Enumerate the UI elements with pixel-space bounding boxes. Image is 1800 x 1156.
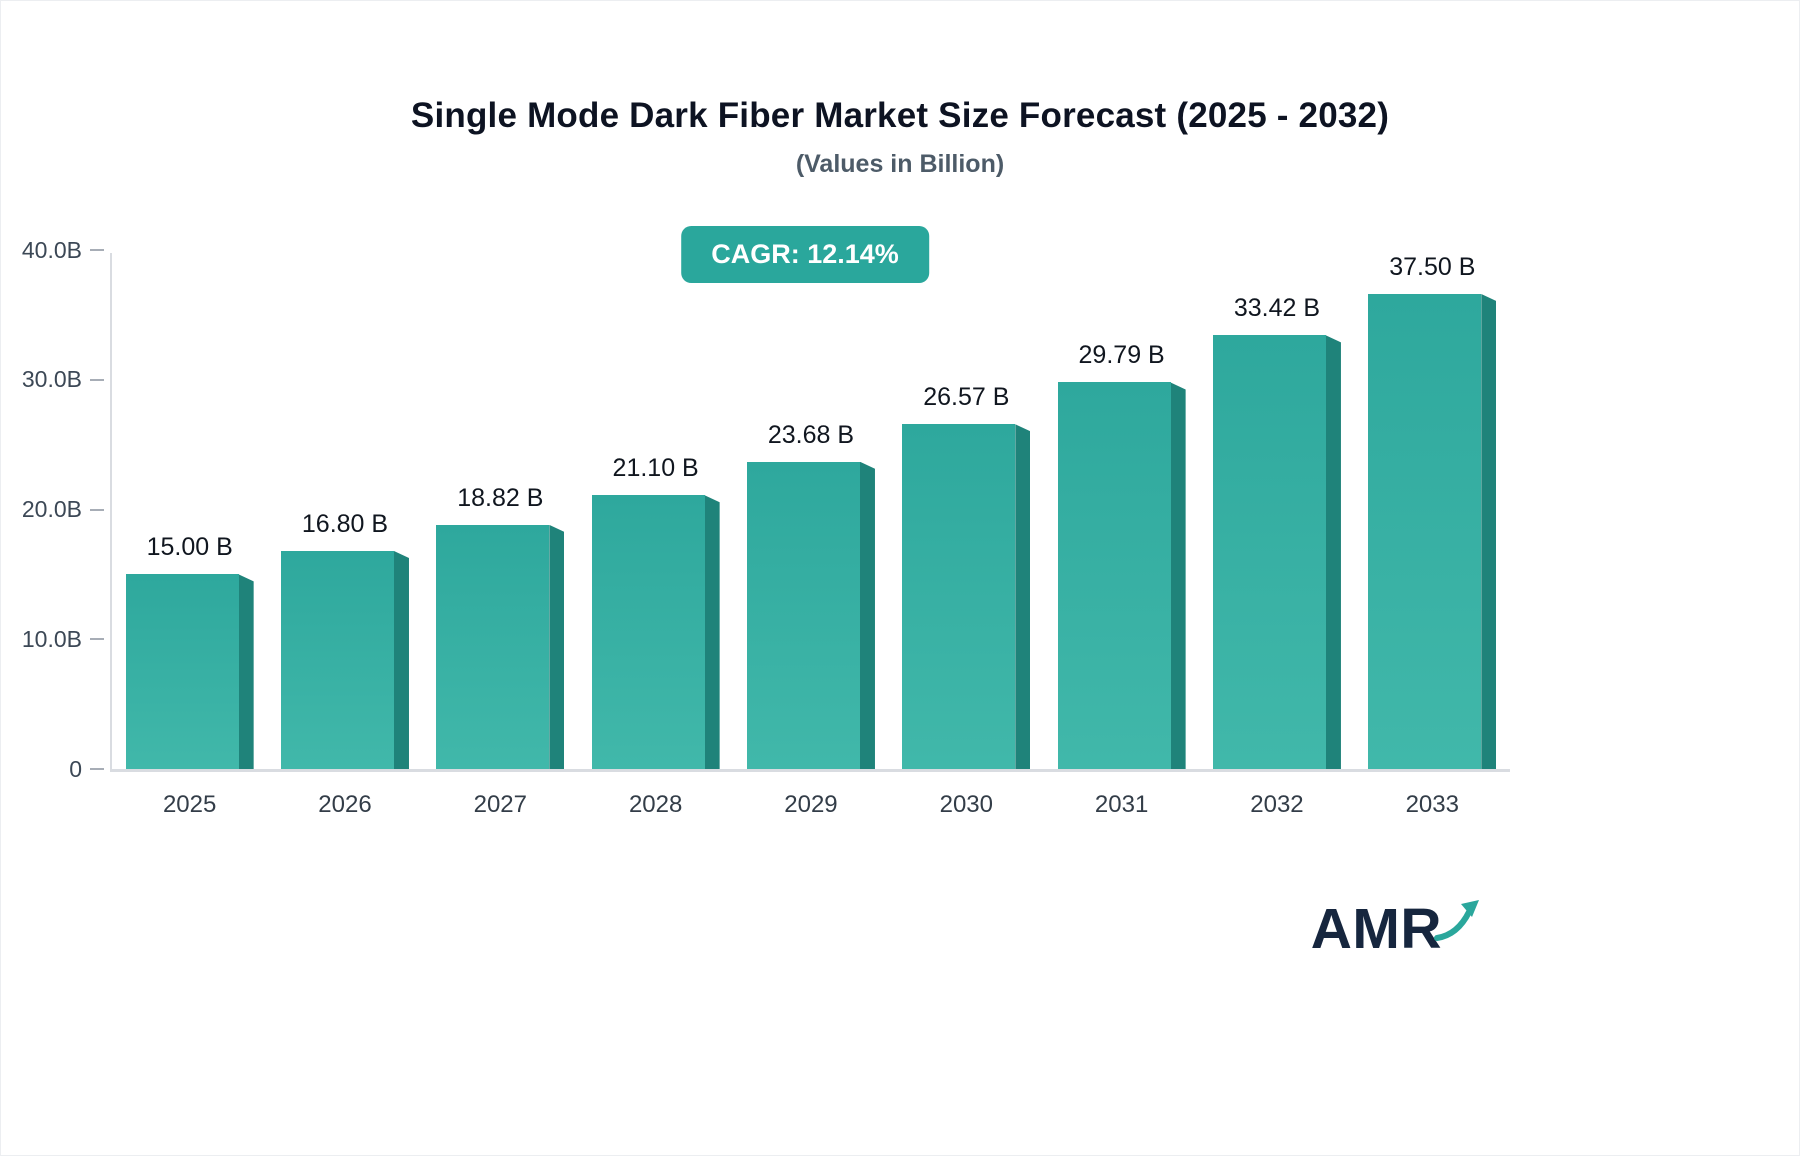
- bar-side-shade: [1481, 294, 1497, 769]
- bar-side-shade: [704, 495, 720, 769]
- bar: [436, 524, 565, 769]
- x-tick-label: 2026: [318, 791, 372, 818]
- y-tick-label: 0: [69, 755, 82, 782]
- x-tick-label: 2031: [1094, 791, 1149, 818]
- x-tick-label: 2033: [1405, 791, 1459, 818]
- bar: [1368, 294, 1497, 769]
- logo-text: AMR: [1310, 897, 1442, 961]
- bar: [1212, 335, 1341, 769]
- bar-side-shade: [393, 551, 409, 769]
- bar-face: [591, 495, 705, 769]
- bar-slot: 16.80 B 2026: [267, 253, 422, 818]
- bar-value-label: 23.68 B: [767, 420, 855, 449]
- bar-face: [746, 461, 860, 769]
- bar: [746, 461, 875, 769]
- y-tick-label: 10.0B: [21, 625, 82, 652]
- x-tick-label: 2027: [473, 791, 527, 818]
- x-tick-label: 2028: [628, 791, 683, 818]
- bar-value-label: 37.50 B: [1389, 253, 1476, 281]
- bar-face: [436, 524, 550, 769]
- bar: [902, 424, 1031, 769]
- bar-face: [902, 424, 1016, 769]
- chart-subtitle: (Values in Billion): [795, 150, 1005, 178]
- bar-value-label: 29.79 B: [1078, 341, 1165, 370]
- y-tick-mark: [90, 378, 104, 381]
- x-tick-label: 2025: [162, 791, 217, 818]
- bar-slot: 23.68 B 2029: [733, 253, 888, 818]
- y-tick-mark: [90, 768, 104, 770]
- bar-slot: 21.10 B 2028: [578, 253, 733, 818]
- bar-side-shade: [549, 524, 565, 769]
- x-tick-label: 2030: [939, 791, 993, 818]
- bar: [591, 495, 720, 769]
- bar-value-label: 21.10 B: [612, 454, 699, 483]
- bars-container: 15.00 B 2025 16.80 B 2026 18.82 B 2027 21.10 B…: [112, 253, 1510, 818]
- bar-face: [1057, 382, 1171, 769]
- bar-value-label: 33.42 B: [1233, 294, 1321, 323]
- y-tick-label: 20.0B: [21, 496, 82, 522]
- y-tick-mark: [90, 249, 104, 251]
- y-tick-mark: [90, 508, 104, 511]
- bar-value-label: 15.00 B: [146, 533, 233, 562]
- bar-face: [280, 551, 394, 769]
- bar-side-shade: [1325, 335, 1341, 769]
- amr-logo: AMR: [1311, 896, 1482, 962]
- plot-area: 40.0B 30.0B 20.0B 10.0B 0 15.00 B 2025 16.80 B…: [22, 237, 1510, 818]
- growth-arrow-icon: [1432, 895, 1482, 950]
- bar-slot: 33.42 B 2032: [1199, 253, 1354, 818]
- bar-value-label: 16.80 B: [301, 510, 389, 539]
- y-tick-mark: [90, 638, 104, 641]
- bar-value-label: 26.57 B: [923, 383, 1010, 412]
- x-tick-label: 2029: [784, 791, 838, 818]
- bar-face: [1368, 294, 1482, 769]
- bar-slot: 26.57 B 2030: [889, 253, 1044, 818]
- bar-side-shade: [238, 574, 254, 769]
- bar-face: [125, 574, 239, 769]
- bar: [125, 574, 254, 769]
- x-tick-label: 2032: [1250, 791, 1304, 818]
- y-tick-label: 30.0B: [21, 366, 82, 393]
- bar: [280, 551, 409, 769]
- bar-side-shade: [1015, 424, 1031, 769]
- bar-side-shade: [1170, 382, 1186, 769]
- bar: [1057, 382, 1186, 769]
- bar-slot: 29.79 B 2031: [1044, 253, 1199, 818]
- chart-title: Single Mode Dark Fiber Market Size Forec…: [410, 96, 1390, 135]
- bar-side-shade: [859, 461, 875, 769]
- y-tick-label: 40.0B: [21, 236, 82, 263]
- bar-value-label: 18.82 B: [457, 483, 544, 512]
- bar-slot: 15.00 B 2025: [112, 253, 267, 818]
- bar-face: [1212, 335, 1326, 769]
- bar-slot: 18.82 B 2027: [423, 253, 578, 818]
- cagr-badge: CAGR: 12.14%: [681, 226, 929, 283]
- bar-slot: 37.50 B 2033: [1355, 253, 1510, 818]
